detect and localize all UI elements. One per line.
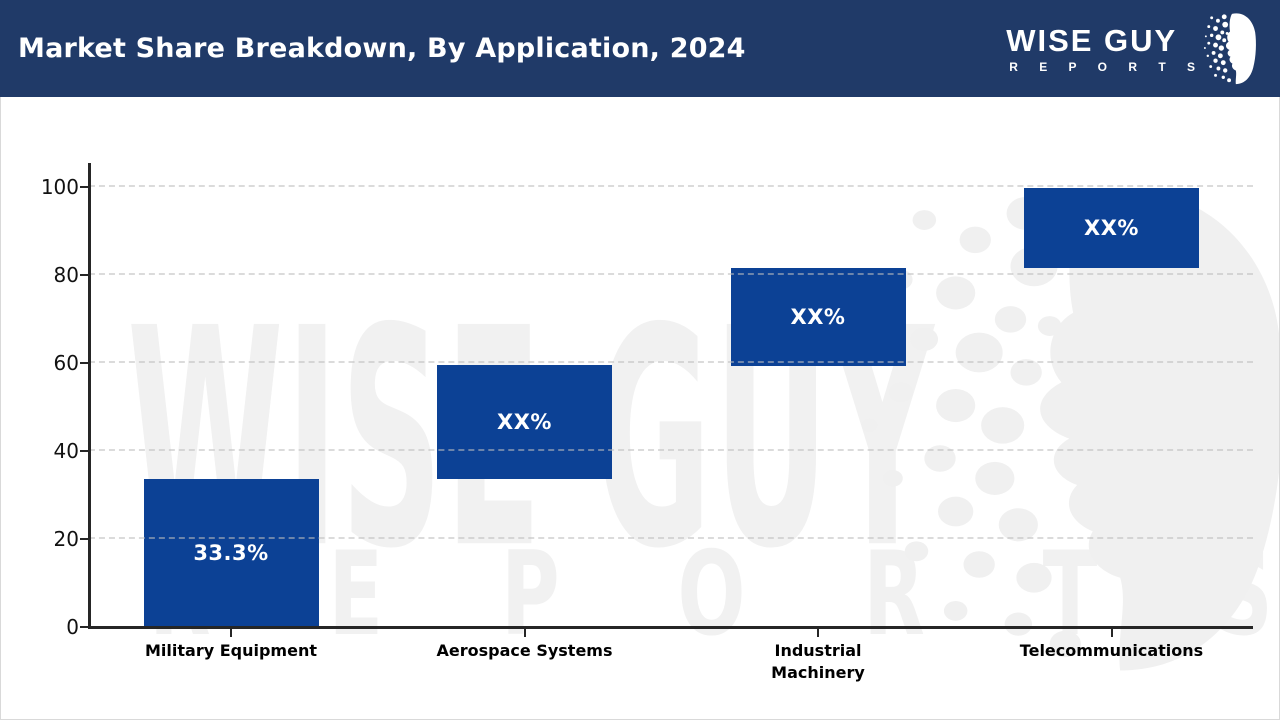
logo-text: WISE GUY R E P O R T S: [1006, 25, 1204, 73]
dotted-head-icon: [1203, 12, 1256, 84]
y-tick-mark: [80, 362, 88, 364]
logo-wordmark: WISE GUY: [1006, 22, 1178, 58]
y-tick-mark: [80, 186, 88, 188]
gridline: [89, 185, 1253, 187]
y-tick-mark: [80, 538, 88, 540]
bar-value-label: XX%: [497, 410, 552, 435]
bar-segment: XX%: [730, 267, 906, 367]
x-tick-mark: [817, 629, 819, 637]
y-tick-label: 40: [53, 439, 79, 463]
x-category-label: Military Equipment: [145, 641, 317, 660]
y-tick-label: 100: [40, 175, 79, 199]
chart-title: Market Share Breakdown, By Application, …: [18, 33, 746, 64]
bar-segment: XX%: [1024, 188, 1199, 268]
x-category-label: Industrial Machinery: [771, 641, 865, 682]
gridline: [89, 361, 1253, 363]
gridline: [89, 449, 1253, 451]
y-tick-mark: [80, 274, 88, 276]
y-tick-label: 60: [53, 351, 79, 375]
logo-subtitle: R E P O R T S: [1009, 59, 1204, 74]
bar-value-label: XX%: [790, 305, 846, 330]
gridline: [89, 273, 1253, 275]
bar-value-label: XX%: [1084, 216, 1139, 240]
x-axis-line: [88, 626, 1253, 629]
bar-value-label: 33.3%: [193, 540, 269, 565]
y-axis-line: [88, 163, 91, 629]
chart-area: WISE GUY R E P O R T S 33.3% XX% XX% XX% 0 20…: [0, 97, 1280, 720]
header: Market Share Breakdown, By Application, …: [0, 0, 1280, 97]
x-tick-mark: [523, 629, 526, 637]
y-tick-label: 20: [53, 527, 79, 551]
wise-guy-reports-logo: WISE GUY R E P O R T S: [1006, 10, 1260, 88]
watermark-subtitle: R E P O R T S: [149, 526, 1280, 662]
x-tick-mark: [230, 629, 232, 637]
y-tick-mark: [80, 626, 88, 628]
x-category-label: Telecommunications: [1019, 641, 1204, 660]
gridline: [89, 537, 1253, 539]
y-tick-mark: [80, 450, 88, 452]
bar-segment: 33.3%: [143, 479, 319, 626]
bar-segment: XX%: [437, 365, 612, 480]
x-category-label: Aerospace Systems: [436, 641, 613, 660]
x-tick-mark: [1110, 629, 1113, 637]
y-tick-label: 0: [66, 615, 79, 639]
y-tick-label: 80: [53, 263, 79, 287]
